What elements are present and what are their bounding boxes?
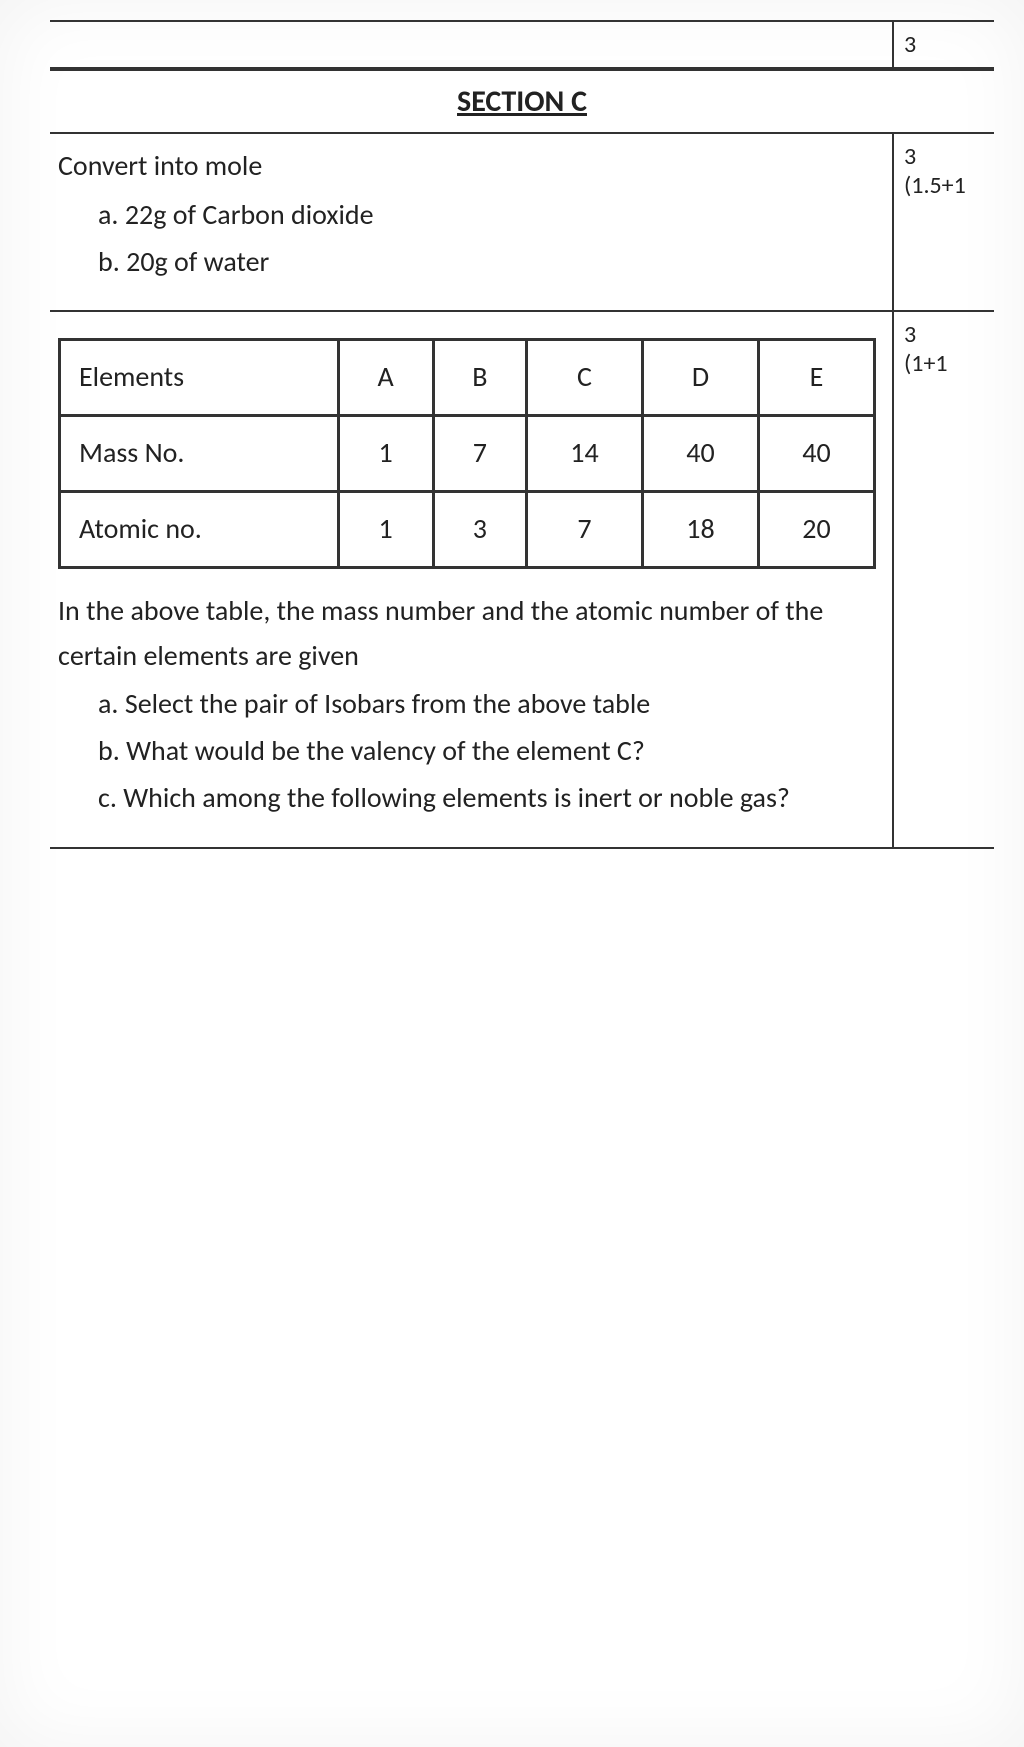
q8-marks-value: 3 xyxy=(904,320,984,349)
col-E: E xyxy=(758,340,874,416)
table-row-atomic: Atomic no. 1 3 7 18 20 xyxy=(60,491,875,567)
q8-item-c: c. Which among the following elements is… xyxy=(98,776,876,821)
q8-item-b: b. What would be the valency of the elem… xyxy=(98,729,876,774)
q8-follow-text: In the above table, the mass number and … xyxy=(58,589,876,679)
q7-marks: 3 (1.5+1 xyxy=(894,134,994,310)
mass-E: 40 xyxy=(758,416,874,492)
table-row-elements: Elements A B C D E xyxy=(60,340,875,416)
col-B: B xyxy=(433,340,526,416)
question-7-main: Convert into mole a. 22g of Carbon dioxi… xyxy=(50,134,894,310)
atomic-A: 1 xyxy=(338,491,433,567)
q8-marks: 3 (1+1 xyxy=(894,312,994,846)
q8-item-c-text: Which among the following elements is in… xyxy=(123,780,790,815)
q7-item-a: a. 22g of Carbon dioxide xyxy=(98,193,876,238)
table-row-mass: Mass No. 1 7 14 40 40 xyxy=(60,416,875,492)
top-partial-marks: 3 xyxy=(894,22,994,67)
atomic-C: 7 xyxy=(526,491,642,567)
section-c-header: SECTION C xyxy=(50,69,994,134)
q7-item-a-text: 22g of Carbon dioxide xyxy=(125,197,374,232)
col-D: D xyxy=(642,340,758,416)
q8-item-c-letter: c. xyxy=(98,780,117,815)
top-partial-main xyxy=(50,22,894,67)
q7-item-b-letter: b. xyxy=(98,244,120,279)
q7-item-b-text: 20g of water xyxy=(126,244,269,279)
atomic-E: 20 xyxy=(758,491,874,567)
question-7-row: Convert into mole a. 22g of Carbon dioxi… xyxy=(50,134,994,312)
q8-item-a: a. Select the pair of Isobars from the a… xyxy=(98,682,876,727)
atomic-B: 3 xyxy=(433,491,526,567)
row-label-elements: Elements xyxy=(60,340,339,416)
atomic-D: 18 xyxy=(642,491,758,567)
mass-C: 14 xyxy=(526,416,642,492)
worksheet-page: 3 SECTION C Convert into mole a. 22g of … xyxy=(0,0,1024,1747)
marks-value: 3 xyxy=(904,30,916,59)
row-label-atomic: Atomic no. xyxy=(60,491,339,567)
q7-marks-breakdown: (1.5+1 xyxy=(904,171,984,200)
q8-marks-breakdown: (1+1 xyxy=(904,349,984,378)
col-C: C xyxy=(526,340,642,416)
elements-table: Elements A B C D E Mass No. 1 7 14 40 40… xyxy=(58,338,876,568)
q7-title: Convert into mole xyxy=(58,144,876,189)
top-partial-row: 3 xyxy=(50,20,994,69)
q7-item-b: b. 20g of water xyxy=(98,240,876,285)
row-label-mass: Mass No. xyxy=(60,416,339,492)
mass-B: 7 xyxy=(433,416,526,492)
question-8-main: Elements A B C D E Mass No. 1 7 14 40 40… xyxy=(50,312,894,846)
q7-item-a-letter: a. xyxy=(98,197,118,232)
q8-item-a-text: Select the pair of Isobars from the abov… xyxy=(125,686,650,721)
question-8-row: Elements A B C D E Mass No. 1 7 14 40 40… xyxy=(50,312,994,848)
q8-item-b-text: What would be the valency of the element… xyxy=(126,733,645,768)
q8-sub-list: a. Select the pair of Isobars from the a… xyxy=(58,682,876,820)
mass-A: 1 xyxy=(338,416,433,492)
mass-D: 40 xyxy=(642,416,758,492)
q8-item-b-letter: b. xyxy=(98,733,120,768)
col-A: A xyxy=(338,340,433,416)
q7-sub-list: a. 22g of Carbon dioxide b. 20g of water xyxy=(58,193,876,285)
q8-item-a-letter: a. xyxy=(98,686,118,721)
q7-marks-value: 3 xyxy=(904,142,984,171)
